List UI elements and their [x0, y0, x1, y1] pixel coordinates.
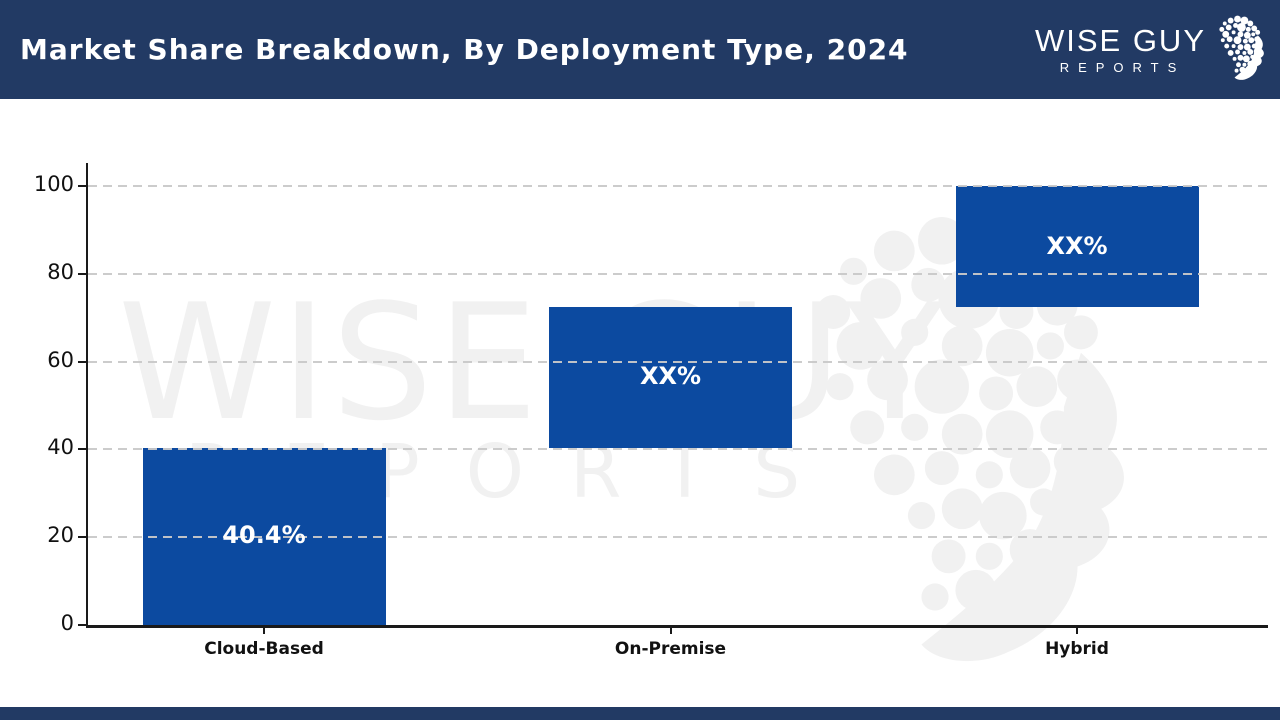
- chart-area: WISE GUY REPORTS 0 20 40 60 80 100 40.4% XX% XX%…: [0, 99, 1280, 707]
- y-axis-line: [86, 163, 88, 628]
- y-tick-mark: [78, 272, 88, 275]
- y-tick-mark: [78, 448, 88, 451]
- x-tick-mark: [669, 625, 672, 634]
- y-tick-label: 80: [47, 259, 74, 284]
- x-axis-line: [86, 625, 1268, 628]
- logo-subtext: REPORTS: [1059, 60, 1186, 75]
- y-tick-mark: [78, 624, 88, 626]
- bar-hybrid: [955, 186, 1199, 308]
- y-tick-label: 100: [33, 172, 74, 196]
- bar-on-premise: [549, 307, 792, 448]
- bar-value-label: XX%: [639, 362, 702, 391]
- page-title: Market Share Breakdown, By Deployment Ty…: [20, 33, 909, 66]
- gridline: [88, 448, 1268, 451]
- y-tick-mark: [78, 536, 88, 539]
- plot: 0 20 40 60 80 100 40.4% XX% XX% Cloud-Based On-Pre…: [0, 99, 1280, 707]
- x-tick-label: On-Premise: [614, 639, 727, 659]
- bar-value-label: 40.4%: [222, 521, 306, 550]
- wise-guy-logo: WISE GUY REPORTS: [1035, 13, 1266, 87]
- x-tick-mark: [1076, 625, 1078, 634]
- face-profile-icon: [1212, 13, 1266, 87]
- logo-text: WISE GUY REPORTS: [1034, 23, 1206, 76]
- x-tick-label: Cloud-Based: [204, 639, 324, 659]
- gridline: [88, 185, 1268, 187]
- bar-value-label: XX%: [1046, 231, 1108, 260]
- y-tick-label: 0: [60, 611, 74, 635]
- x-tick-mark: [263, 625, 265, 634]
- gridline: [88, 536, 1268, 539]
- y-tick-label: 40: [47, 435, 74, 460]
- logo-wordmark: WISE GUY: [1034, 23, 1206, 58]
- gridline: [88, 272, 1268, 275]
- y-tick-mark: [78, 360, 88, 363]
- y-tick-mark: [78, 185, 88, 187]
- y-tick-label: 60: [47, 347, 74, 372]
- footer-bar: [0, 707, 1280, 720]
- header-bar: Market Share Breakdown, By Deployment Ty…: [0, 0, 1280, 99]
- x-tick-label: Hybrid: [1045, 639, 1109, 659]
- gridline: [88, 360, 1268, 363]
- y-tick-label: 20: [47, 523, 74, 548]
